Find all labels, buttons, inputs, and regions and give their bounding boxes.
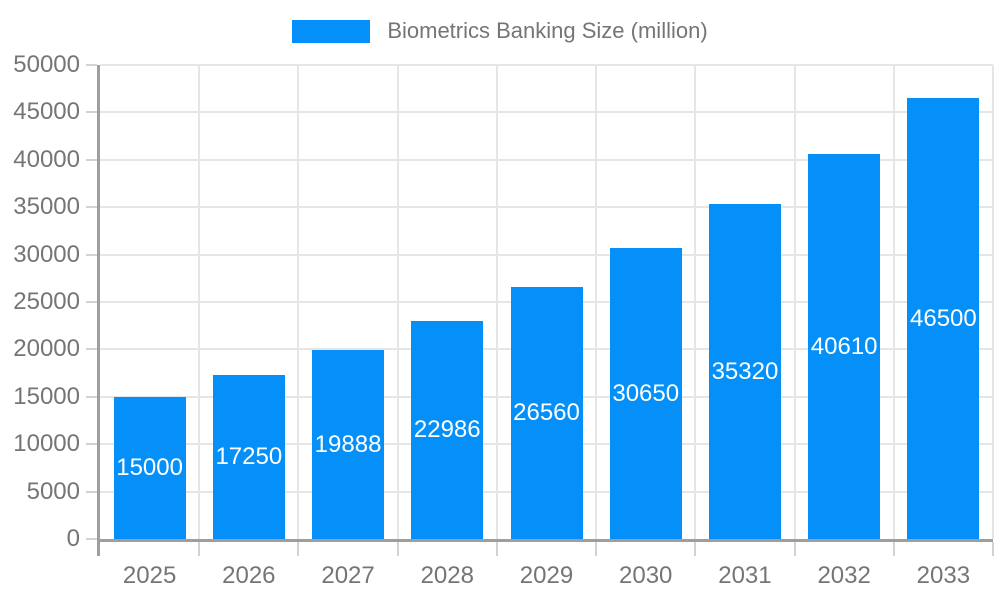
bar-value-label: 17250 — [215, 443, 283, 471]
x-gridline — [595, 65, 598, 539]
bar-value-label: 15000 — [116, 453, 183, 481]
y-axis-label: 15000 — [13, 382, 80, 410]
x-gridline — [396, 65, 399, 539]
y-gridline — [100, 253, 993, 256]
x-axis-label: 2026 — [222, 562, 276, 589]
x-axis-line — [97, 539, 993, 542]
x-tick — [595, 542, 598, 556]
y-axis-label: 0 — [66, 525, 80, 552]
x-tick — [992, 542, 994, 556]
bar-value-label: 46500 — [910, 304, 977, 332]
x-axis-label: 2025 — [122, 562, 177, 589]
x-gridline — [892, 65, 895, 539]
y-axis-label: 25000 — [13, 288, 80, 315]
y-gridline — [100, 111, 993, 114]
bar: 35320 — [708, 204, 781, 539]
plot-area: 0 5000 10000 15000 20000 25000 30000 35000 40000… — [13, 52, 994, 589]
bar: 30650 — [609, 248, 682, 539]
y-gridline — [100, 206, 993, 209]
y-tick — [86, 395, 97, 398]
x-gridline — [198, 65, 201, 539]
x-axis-label: 2030 — [619, 562, 673, 589]
x-axis-label: 2029 — [519, 562, 574, 589]
y-axis-label: 20000 — [13, 335, 80, 363]
x-tick — [495, 542, 498, 556]
x-axis-label: 2032 — [817, 562, 871, 589]
y-tick — [86, 64, 97, 66]
legend-label: Biometrics Banking Size (million) — [387, 18, 708, 43]
bar: 46500 — [907, 98, 980, 539]
y-tick — [86, 206, 97, 209]
x-tick — [892, 542, 895, 556]
x-gridline — [793, 65, 796, 539]
y-tick — [86, 443, 97, 446]
y-tick — [86, 348, 97, 351]
bar-value-label: 30650 — [612, 379, 680, 407]
bar: 26560 — [510, 287, 583, 539]
x-axis-label: 2028 — [420, 562, 474, 589]
y-axis-label: 30000 — [13, 240, 80, 268]
y-axis-label: 45000 — [13, 98, 80, 126]
bar-value-label: 40610 — [810, 332, 878, 360]
y-gridline — [100, 158, 993, 161]
bar: 17250 — [212, 375, 285, 539]
legend: Biometrics Banking Size (million) — [0, 18, 1000, 44]
legend-swatch — [292, 19, 371, 43]
x-tick — [793, 542, 796, 556]
x-axis-label: 2031 — [718, 562, 772, 589]
y-axis-label: 50000 — [13, 51, 80, 78]
bar: 15000 — [113, 396, 186, 539]
y-tick — [86, 253, 97, 256]
bar-value-label: 35320 — [711, 357, 779, 385]
x-tick — [396, 542, 399, 556]
y-axis-line — [97, 65, 100, 556]
x-axis-label: 2033 — [916, 562, 971, 589]
x-tick — [297, 542, 300, 556]
bar: 19888 — [312, 350, 385, 539]
y-tick — [86, 158, 97, 161]
y-tick — [86, 490, 97, 493]
bar: 22986 — [411, 321, 484, 539]
y-axis-label: 10000 — [13, 430, 80, 458]
bar-value-label: 19888 — [314, 430, 382, 458]
x-tick — [694, 542, 697, 556]
x-gridline — [992, 65, 994, 539]
y-axis-label: 5000 — [26, 477, 80, 505]
x-gridline — [694, 65, 697, 539]
x-gridline — [297, 65, 300, 539]
y-gridline — [100, 64, 993, 66]
y-tick — [86, 111, 97, 114]
y-axis-label: 40000 — [13, 145, 80, 173]
x-axis-label: 2027 — [321, 562, 375, 589]
y-tick — [86, 538, 97, 540]
y-axis-label: 35000 — [13, 193, 80, 221]
bar-value-label: 22986 — [413, 416, 481, 444]
x-tick — [198, 542, 201, 556]
bar-value-label: 26560 — [513, 399, 580, 427]
bar: 40610 — [808, 154, 881, 539]
y-tick — [86, 301, 97, 303]
x-gridline — [495, 65, 498, 539]
